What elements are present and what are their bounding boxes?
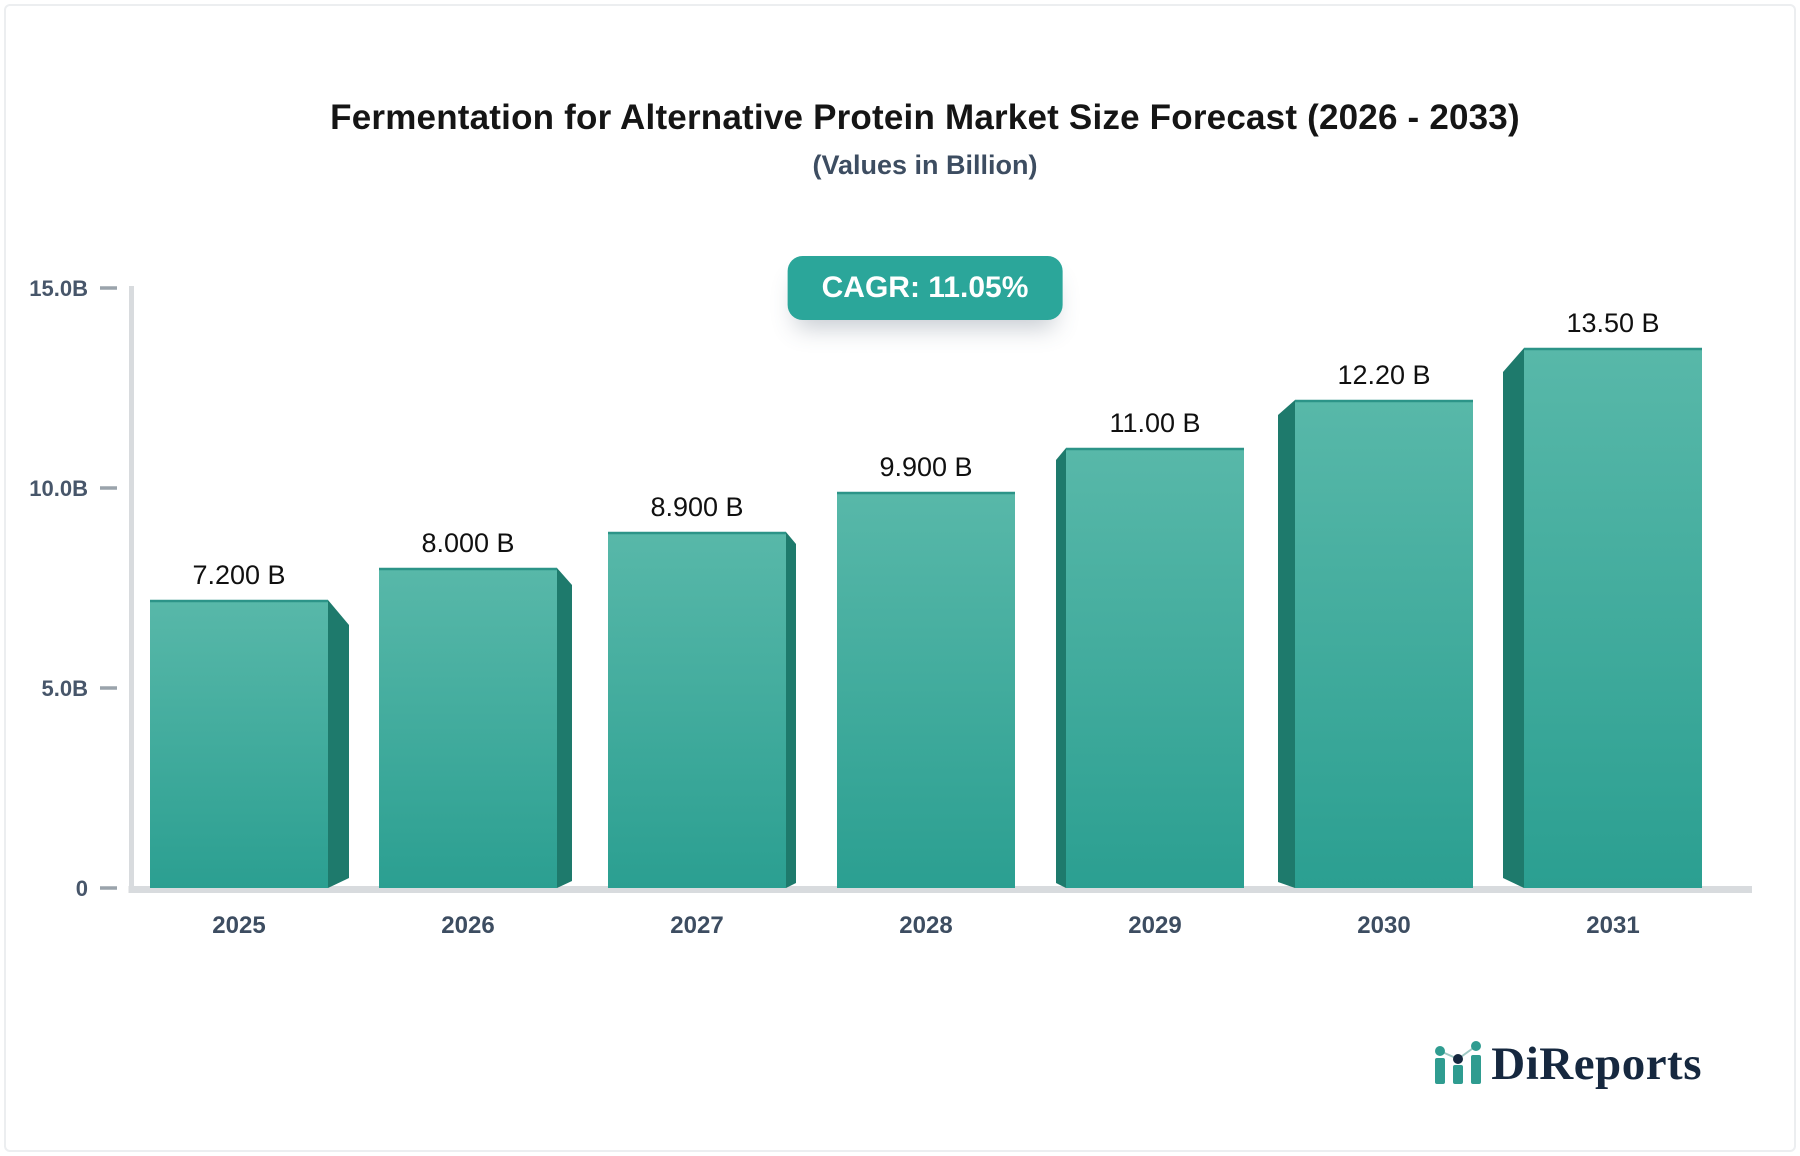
bar-value-label: 11.00 B <box>1109 408 1200 438</box>
page-subtitle: (Values in Billion) <box>812 150 1038 180</box>
bar-2025 <box>150 600 328 888</box>
bar-side-2029 <box>1056 448 1066 888</box>
direports-watermark: DiReports <box>1431 1032 1702 1088</box>
x-axis-label-2031: 2031 <box>1586 912 1639 939</box>
x-axis-label-2025: 2025 <box>212 912 265 939</box>
bar-side-2026 <box>557 568 572 888</box>
x-axis-label-2030: 2030 <box>1357 912 1410 939</box>
bar-2026 <box>379 568 557 888</box>
bar-side-2027 <box>786 532 796 888</box>
bar-value-label: 12.20 B <box>1337 360 1430 390</box>
bar-2030 <box>1295 400 1473 888</box>
bar-value-label: 8.000 B <box>421 528 514 558</box>
page-title: Fermentation for Alternative Protein Mar… <box>330 98 1520 137</box>
chart-header: Fermentation for Alternative Protein Mar… <box>90 0 1760 181</box>
bar-2027 <box>608 532 786 888</box>
bar-2029 <box>1066 448 1244 888</box>
y-tick-label: 0 <box>76 876 88 901</box>
bar-value-label: 7.200 B <box>192 560 285 590</box>
bar-side-2030 <box>1278 400 1295 888</box>
y-tick-label: 10.0B <box>29 476 88 501</box>
bar-2031 <box>1524 348 1702 888</box>
bar-side-2031 <box>1503 348 1524 888</box>
y-tick-label: 5.0B <box>42 676 88 701</box>
bar-value-label: 8.900 B <box>650 492 743 522</box>
bar-side-2025 <box>328 600 349 888</box>
x-axis-label-2027: 2027 <box>670 912 723 939</box>
bar-value-label: 13.50 B <box>1566 308 1659 338</box>
direports-logo-text: DiReports <box>1491 1038 1702 1090</box>
x-axis-label-2028: 2028 <box>899 912 952 939</box>
mini-bar-chart-icon <box>1435 1041 1482 1084</box>
bar-value-label: 9.900 B <box>879 452 972 482</box>
y-tick-label: 15.0B <box>29 276 88 301</box>
cagr-badge: CAGR: 11.05% <box>787 256 1063 320</box>
x-axis-label-2026: 2026 <box>441 912 494 939</box>
x-axis-label-2029: 2029 <box>1128 912 1181 939</box>
bar-2028 <box>837 492 1015 888</box>
